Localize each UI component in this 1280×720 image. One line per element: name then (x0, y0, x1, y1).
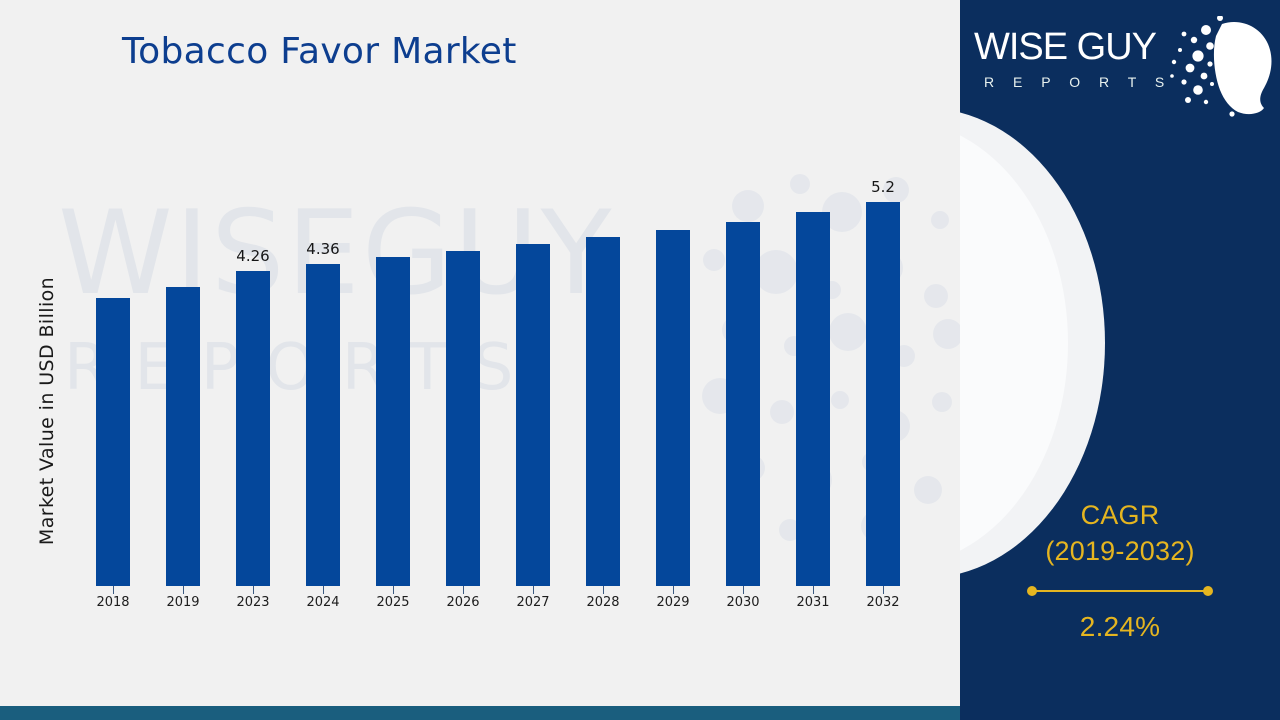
x-axis-label-2024: 2024 (306, 595, 340, 610)
bar-rect (726, 221, 760, 586)
bar-rect (656, 229, 690, 586)
bar-rect (446, 250, 480, 586)
axis-tick (673, 586, 674, 594)
axis-tick (883, 586, 884, 594)
axis-tick (533, 586, 534, 594)
x-axis-label-2025: 2025 (376, 595, 410, 610)
bar-2030 (726, 150, 760, 586)
bar-rect (166, 286, 200, 586)
cagr-divider (1027, 585, 1213, 597)
x-axis-label-2023: 2023 (236, 595, 270, 610)
bar-rect (796, 212, 830, 586)
bar-2018 (96, 150, 130, 586)
x-axis: 2018 2019 2023 2024 2025 2026 2027 2028 2029 2030… (78, 586, 918, 626)
axis-tick (113, 586, 114, 594)
bottom-accent-strip (0, 706, 962, 720)
bar-value-label: 5.2 (871, 177, 895, 196)
bar-2028 (586, 150, 620, 586)
cagr-title: CAGR (1080, 500, 1160, 530)
x-axis-label-2029: 2029 (656, 595, 690, 610)
cagr-value: 2.24% (1079, 611, 1161, 643)
bar-rect (516, 243, 550, 586)
plot-area: 4.26 4.36 5.2 (78, 150, 918, 586)
logo-face-icon (1170, 16, 1272, 117)
bar-2032: 5.2 (866, 150, 900, 586)
bar-2024: 4.36 (306, 150, 340, 586)
bar-value-label: 4.26 (236, 247, 270, 266)
bar-rect (236, 271, 270, 586)
x-axis-label-2032: 2032 (866, 595, 900, 610)
x-axis-label-2028: 2028 (586, 595, 620, 610)
logo-wordmark: WISE GUY (974, 26, 1157, 68)
bar-2027 (516, 150, 550, 586)
bar-2019 (166, 150, 200, 586)
axis-tick (603, 586, 604, 594)
divider-line (1033, 590, 1207, 593)
bar-2026 (446, 150, 480, 586)
logo-subtitle: R E P O R T S (984, 74, 1172, 90)
bar-rect (586, 237, 620, 586)
bar-2031 (796, 150, 830, 586)
bar-rect (306, 263, 340, 586)
bar-rect (866, 201, 900, 586)
axis-tick (323, 586, 324, 594)
chart-panel: WISEGUY REPORTS Tobacco Favor Market Mar… (0, 31, 962, 720)
x-axis-label-2026: 2026 (446, 595, 480, 610)
axis-tick (253, 586, 254, 594)
axis-tick (743, 586, 744, 594)
bar-value-label: 4.36 (306, 239, 340, 258)
axis-tick (463, 586, 464, 594)
x-axis-label-2018: 2018 (96, 595, 130, 610)
x-axis-label-2019: 2019 (166, 595, 200, 610)
bar-2023: 4.26 (236, 150, 270, 586)
x-axis-label-2031: 2031 (796, 595, 830, 610)
axis-tick (183, 586, 184, 594)
brand-panel: WISE GUY R E P O R T S CAGR (2019-2032) (960, 0, 1280, 720)
axis-tick (393, 586, 394, 594)
brand-logo: WISE GUY R E P O R T S (972, 16, 1272, 117)
bar-rect (96, 297, 130, 586)
axis-tick (813, 586, 814, 594)
bar-2025 (376, 150, 410, 586)
page-title: Tobacco Favor Market (122, 31, 517, 72)
bar-rect (376, 257, 410, 586)
divider-dot-left (1027, 586, 1037, 597)
x-axis-label-2030: 2030 (726, 595, 760, 610)
divider-dot-right (1203, 586, 1213, 597)
x-axis-label-2027: 2027 (516, 595, 550, 610)
bar-2029 (656, 150, 690, 586)
y-axis-label: Market Value in USD Billion (36, 276, 58, 546)
cagr-range: (2019-2032) (1045, 535, 1195, 566)
cagr-block: CAGR (2019-2032) 2.24% (960, 498, 1280, 643)
